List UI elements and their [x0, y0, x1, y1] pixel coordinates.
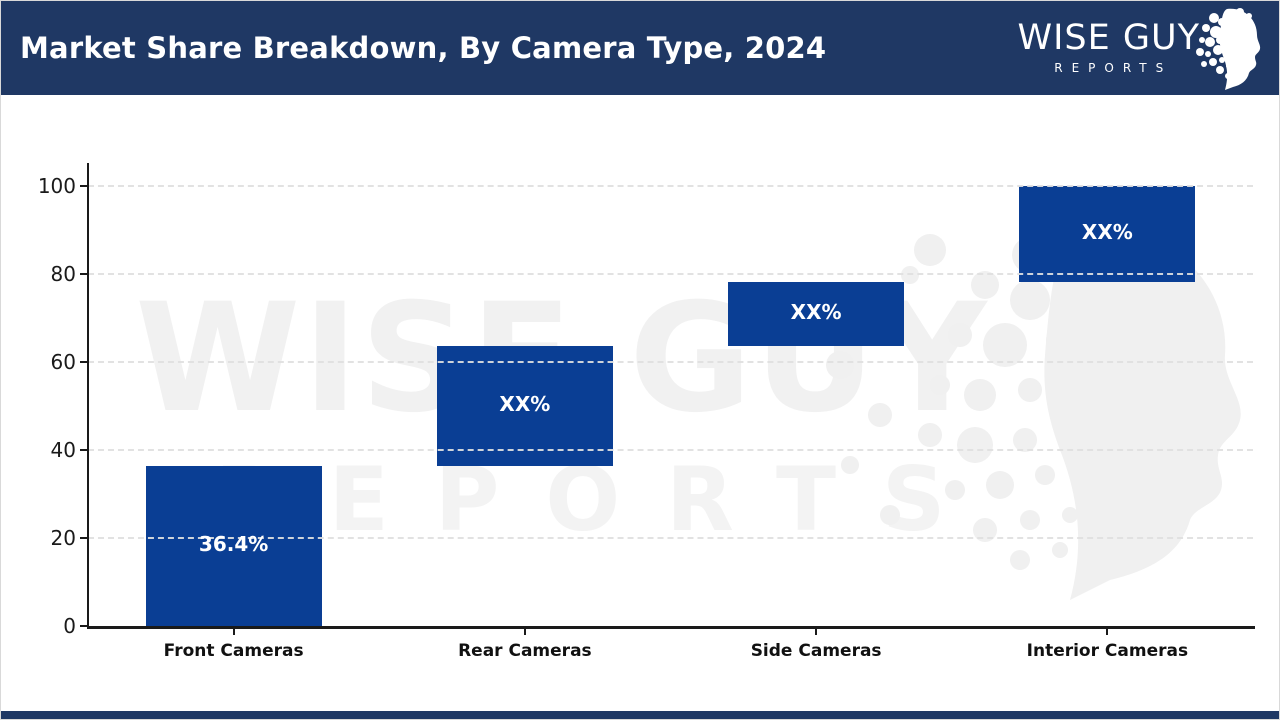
- y-gridline: [88, 537, 1253, 539]
- bar-value-label: 36.4%: [198, 531, 269, 556]
- brand-logo-text: WISE GUY REPORTS: [1017, 17, 1200, 75]
- bar-value-label: XX%: [790, 300, 842, 325]
- x-tick-mark: [1106, 627, 1109, 635]
- footer-bar: [0, 711, 1280, 720]
- x-axis-line: [87, 626, 1255, 629]
- y-gridline: [88, 361, 1253, 363]
- y-gridline: [88, 185, 1253, 187]
- y-tick-mark: [80, 625, 88, 627]
- bar-value-label: XX%: [1081, 219, 1133, 244]
- y-tick-label: 80: [50, 262, 76, 286]
- x-category-label: Interior Cameras: [1026, 641, 1189, 661]
- x-tick-mark: [815, 627, 818, 635]
- x-category-label: Front Cameras: [163, 641, 304, 661]
- brand-face-icon: [1196, 7, 1261, 90]
- y-tick-mark: [80, 537, 88, 539]
- y-tick-label: 60: [50, 350, 76, 374]
- bar-segment: [728, 281, 905, 347]
- x-tick-mark: [523, 627, 526, 635]
- bar-segment: [145, 465, 322, 626]
- bar-segment: [436, 346, 613, 466]
- x-category-label: Side Cameras: [750, 641, 882, 661]
- brand-subname: REPORTS: [1054, 60, 1173, 75]
- x-category-label: Rear Cameras: [458, 641, 592, 661]
- y-tick-mark: [80, 185, 88, 187]
- bar-segment: [1019, 186, 1196, 282]
- bar-value-label: XX%: [499, 392, 551, 416]
- y-tick-label: 100: [37, 174, 76, 198]
- x-tick-mark: [232, 627, 235, 635]
- y-tick-label: 0: [63, 614, 76, 638]
- y-tick-label: 20: [50, 526, 76, 550]
- header-bar: Market Share Breakdown, By Camera Type, …: [0, 0, 1280, 95]
- y-tick-mark: [80, 361, 88, 363]
- chart-title: Market Share Breakdown, By Camera Type, …: [20, 30, 827, 65]
- y-tick-mark: [80, 273, 88, 275]
- y-gridline: [88, 449, 1253, 451]
- y-gridline: [88, 273, 1253, 275]
- y-tick-label: 40: [50, 438, 76, 462]
- brand-logo: WISE GUY REPORTS: [1017, 6, 1266, 90]
- y-axis-line: [87, 163, 89, 629]
- y-tick-mark: [80, 449, 88, 451]
- brand-name: WISE GUY: [1017, 17, 1200, 58]
